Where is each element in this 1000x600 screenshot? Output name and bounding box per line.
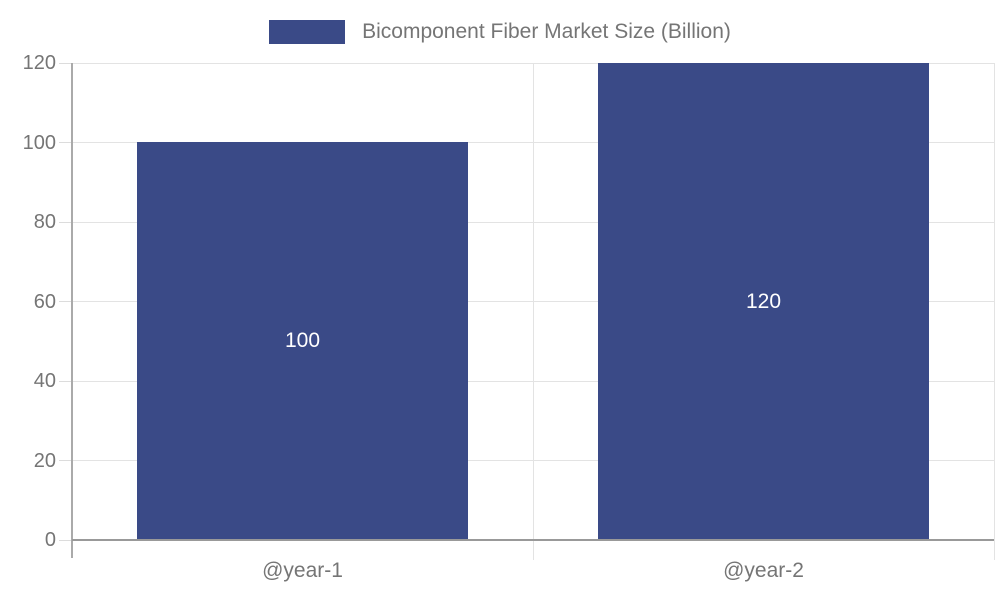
bar[interactable]: 100 — [137, 142, 468, 540]
y-tick-mark — [59, 142, 72, 143]
plot-area: 0 20 40 60 80 100 120 100 @year-1 120 @year-2 — [23, 52, 995, 582]
x-tick-label: @year-2 — [723, 559, 804, 582]
y-tick-mark — [59, 62, 72, 64]
y-tick-mark — [59, 380, 72, 382]
y-tick-label: 0 — [44, 529, 56, 551]
bar[interactable]: 120 — [598, 63, 929, 540]
chart-legend[interactable]: Bicomponent Fiber Market Size (Billion) — [0, 14, 1000, 50]
category-gridline — [993, 63, 995, 560]
y-tick-label: 80 — [33, 211, 56, 233]
y-tick-label: 100 — [22, 131, 56, 154]
x-axis-line — [72, 539, 994, 541]
y-tick-label: 20 — [33, 449, 56, 472]
y-tick-mark — [59, 539, 72, 541]
y-tick-mark — [59, 301, 72, 302]
bar-value-label: 100 — [284, 329, 321, 352]
bar-value-label: 120 — [745, 289, 782, 313]
legend-swatch — [269, 20, 346, 44]
y-tick-label: 60 — [33, 290, 56, 313]
legend-label: Bicomponent Fiber Market Size (Billion) — [362, 20, 731, 43]
y-axis-line — [71, 63, 73, 558]
x-tick-label: @year-1 — [262, 559, 343, 582]
y-tick-label: 120 — [22, 52, 56, 74]
y-tick-label: 40 — [33, 370, 56, 392]
category-gridline — [532, 63, 534, 560]
y-tick-mark — [59, 460, 72, 461]
y-tick-mark — [59, 221, 72, 223]
